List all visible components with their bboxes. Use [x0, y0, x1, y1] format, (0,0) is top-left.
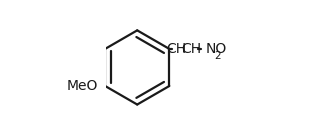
Text: NO: NO [206, 42, 227, 56]
Text: 2: 2 [214, 51, 221, 61]
Text: MeO: MeO [66, 79, 98, 93]
Text: CH: CH [166, 42, 186, 56]
Text: CH: CH [181, 42, 201, 56]
